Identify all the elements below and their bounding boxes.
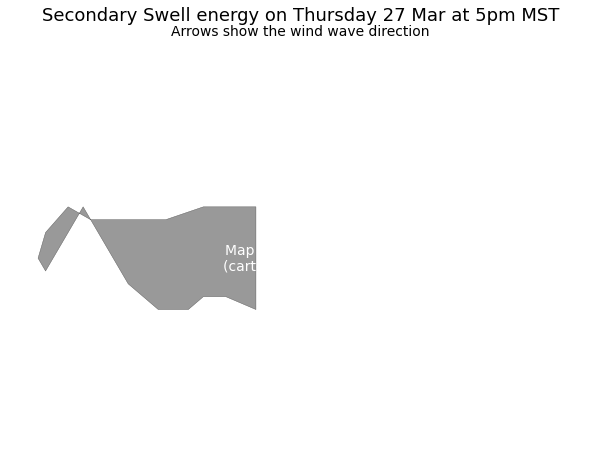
Text: Secondary Swell energy on Thursday 27 Mar at 5pm MST: Secondary Swell energy on Thursday 27 Ma… (42, 7, 559, 25)
Text: Arrows show the wind wave direction: Arrows show the wind wave direction (171, 25, 430, 38)
Text: Map data unavailable
(cartopy not installed): Map data unavailable (cartopy not instal… (223, 243, 378, 273)
